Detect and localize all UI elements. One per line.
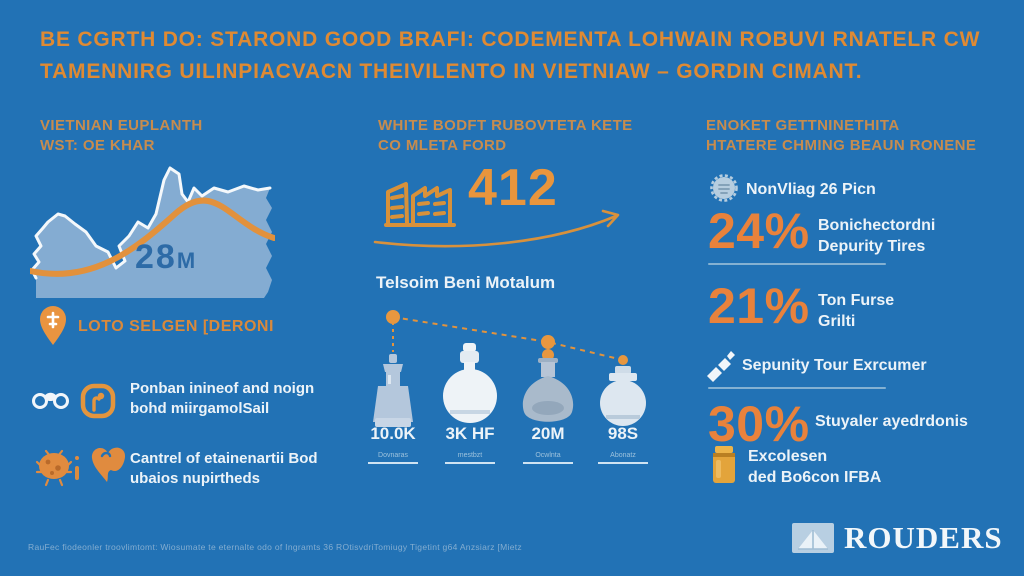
jar-label-line1: Excolesen (748, 448, 828, 465)
rising-arrow-icon (373, 209, 620, 248)
trend-dot-1 (386, 310, 400, 324)
map-trend-curve (30, 197, 275, 277)
stat-2-label-line1: Ton Furse (818, 292, 895, 309)
divider-2 (708, 387, 886, 389)
stat-2-label: Ton Furse Grilti (818, 291, 894, 333)
left-header-line1: VIETNIAN EUPLANTH (40, 117, 203, 134)
stat-1-label-line1: Bonichectordni (818, 217, 936, 234)
page-title-line2: TAMENNIRG UILINPIACVACN THEIVILENTO IN V… (40, 59, 863, 83)
trend-dot-2 (541, 335, 555, 349)
chart-point-2: 3K HF mestbzt (430, 424, 510, 464)
chart-point-4-value: 98S (607, 424, 639, 443)
stat-1-label: Bonichectordni Depurity Tires (818, 216, 935, 258)
map-value-unit: M (176, 248, 196, 273)
chart-point-3-value: 20M (531, 424, 565, 443)
left-feature-1-line2: bohd miirgamolSail (130, 400, 270, 418)
chart-point-2-value: 3K HF (445, 424, 495, 443)
map-value: 28M (135, 238, 195, 277)
heart-icon (91, 447, 126, 482)
page-title: BE CGRTH DO: STAROND GOOD BRAFI: CODEMEN… (40, 24, 1000, 87)
page-title-line1: BE CGRTH DO: STAROND GOOD BRAFI: CODEMEN… (40, 28, 981, 51)
brand-name: ROUDERS (844, 520, 1003, 555)
chart-point-2-caption: mestbzt (445, 452, 495, 464)
brush-icon (707, 351, 735, 382)
middle-column-header: WHITE BODFT RUBOVTETA KETE CO MLETA FORD (378, 116, 633, 157)
stat-1-value: 24% (708, 203, 810, 259)
bottle-icon-2 (443, 343, 497, 423)
left-feature-2-line2: ubaios nupirtheds (130, 470, 261, 488)
map-coastline-outline (30, 166, 272, 280)
right-header-line2: HTATERE CHMING BEAUN RONENE (706, 137, 977, 155)
middle-header-line2: CO MLETA FORD (378, 137, 507, 155)
map-value-number: 28 (135, 238, 177, 276)
chart-point-3-caption: Ocwlnta (523, 452, 573, 464)
left-feature-1: Ponban inineof and noign bohd miirgamolS… (130, 379, 314, 420)
stat-2-label-line2: Grilti (818, 312, 856, 330)
brand-logo-icon (792, 523, 834, 553)
chart-point-1-value: 10.0K (370, 424, 416, 443)
person-badge-icon (80, 383, 116, 419)
badge-icon (710, 174, 738, 202)
chart-point-4-caption: Abonatz (598, 452, 648, 464)
chart-subtitle: Telsoim Beni Motalum (376, 273, 556, 292)
jar-label-line2: ded Bo6con IFBA (748, 468, 882, 486)
bottle-icon-4 (600, 366, 646, 426)
factory-icon (384, 182, 456, 227)
left-column-header: VIETNIAN EUPLANTH WST: OE KHAR (40, 116, 203, 157)
bug-icon (35, 449, 79, 487)
stat-3-value: 30% (708, 396, 810, 452)
brand-logo: ROUDERS (792, 520, 1003, 556)
stat-1-label-line2: Depurity Tires (818, 237, 926, 255)
stat-3-label: Stuyaler ayedrdonis (815, 413, 968, 430)
left-feature-1-line1: Ponban inineof and noign (130, 380, 315, 397)
brush-label: Sepunity Tour Exrcumer (742, 357, 927, 374)
location-pin-icon (40, 306, 66, 345)
divider-1 (708, 263, 886, 265)
bottle-icon-3 (522, 358, 574, 422)
middle-header-line1: WHITE BODFT RUBOVTETA KETE (378, 117, 633, 134)
chart-point-1-caption: Dovnaras (368, 452, 418, 464)
left-feature-2: Cantrel of etainenartii Bod ubaios nupir… (130, 449, 318, 490)
chart-point-3: 20M Ocwlnta (508, 424, 588, 464)
footer-note: RauFec fiodeonler troovlimtomt: Wiosumat… (28, 542, 522, 552)
pin-label: LOTO SELGEN [DERONI (78, 318, 274, 335)
trend-dot-4 (618, 355, 628, 365)
bottle-icon-1 (373, 354, 413, 427)
left-feature-2-line1: Cantrel of etainenartii Bod (130, 450, 318, 467)
cloud-icon (32, 392, 69, 409)
stat-2-value: 21% (708, 278, 810, 334)
badge-label: NonVliag 26 Picn (746, 181, 876, 198)
right-column-header: ENOKET GETTNINETHITA HTATERE CHMING BEAU… (706, 116, 976, 157)
bottle-trend-chart (373, 310, 646, 427)
jar-label: Excolesen ded Bo6con IFBA (748, 447, 881, 489)
chart-point-1: 10.0K Dovnaras (353, 424, 433, 464)
big-number: 412 (468, 159, 558, 217)
vietnam-map-graphic (30, 166, 275, 298)
right-header-line1: ENOKET GETTNINETHITA (706, 117, 900, 134)
jar-icon (713, 446, 735, 483)
left-header-line2: WST: OE KHAR (40, 137, 155, 155)
chart-point-4: 98S Abonatz (583, 424, 663, 464)
